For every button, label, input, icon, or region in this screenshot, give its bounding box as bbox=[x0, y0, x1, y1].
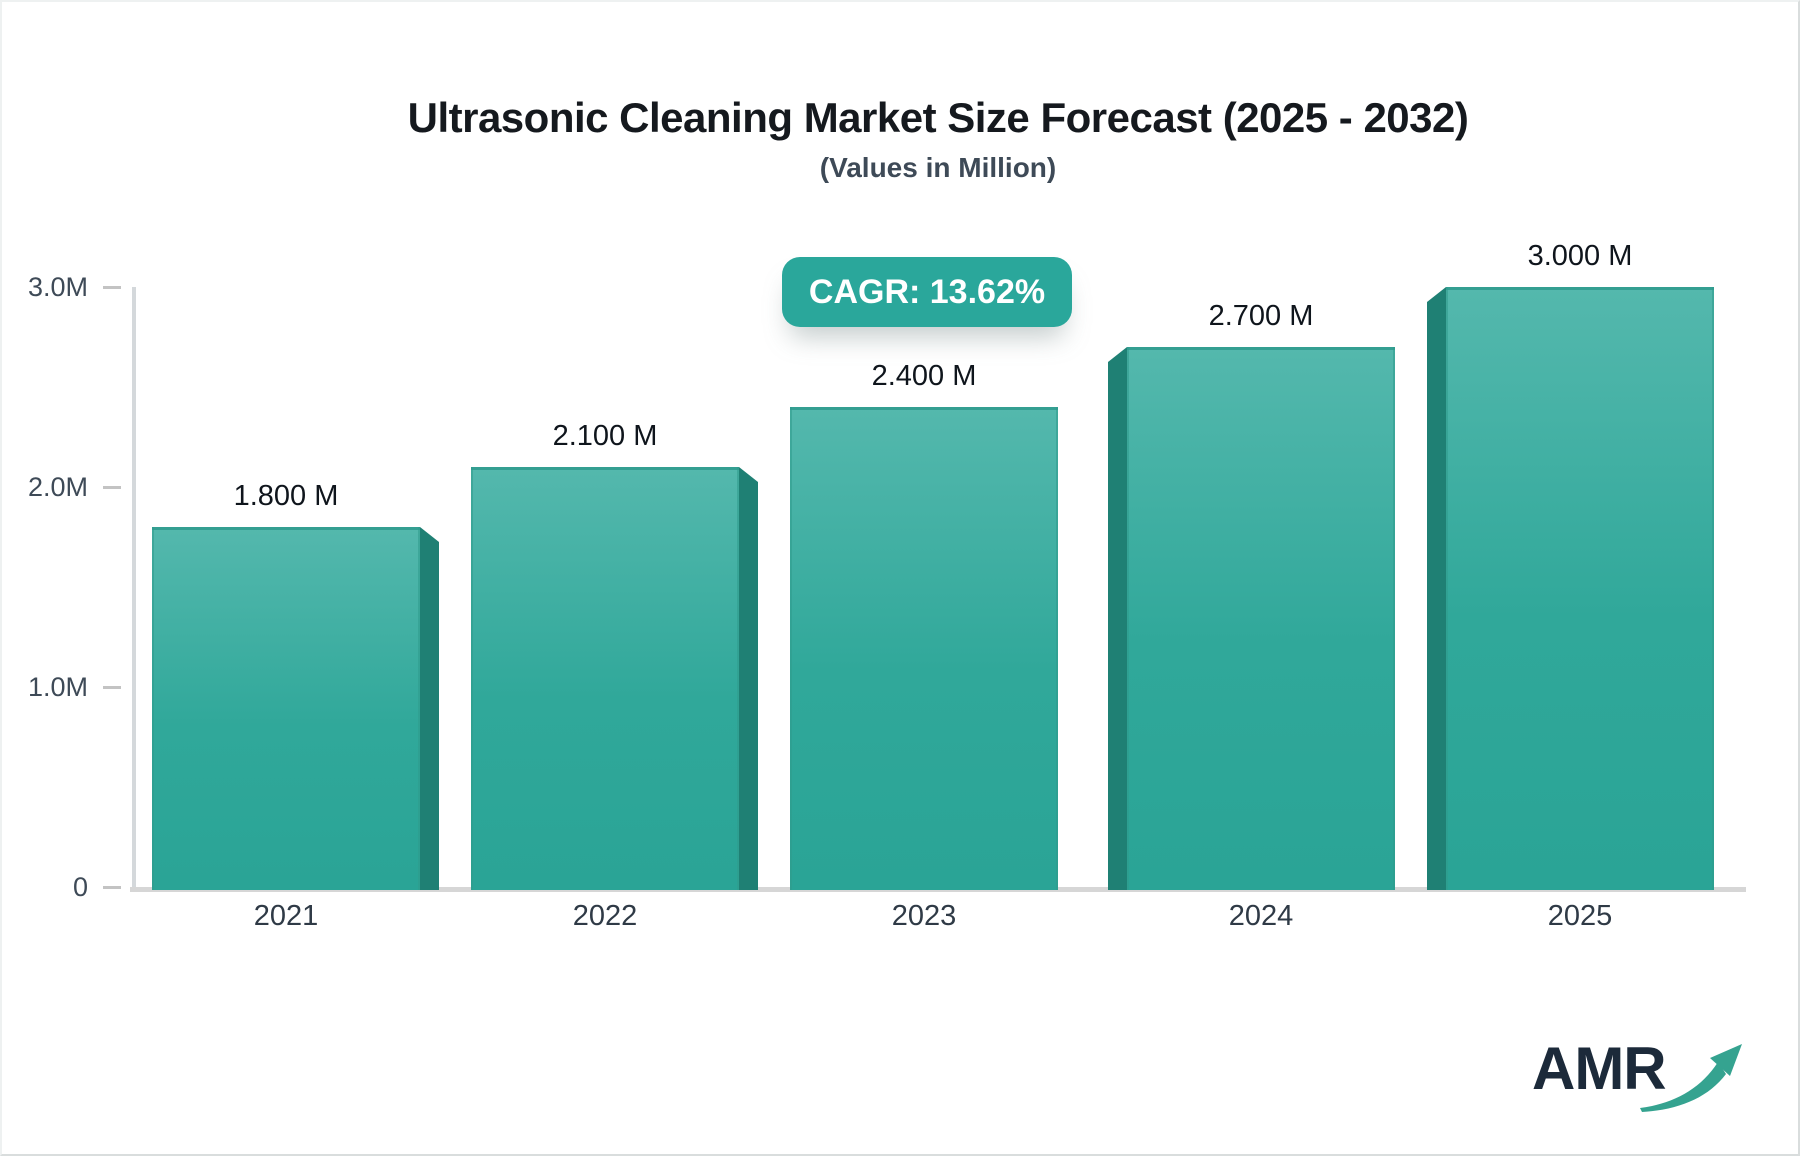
bar-face-2021 bbox=[152, 527, 420, 890]
bar-value-label: 2.100 M bbox=[552, 420, 658, 452]
chart-subtitle: (Values in Million) bbox=[819, 152, 1057, 183]
chart-title: Ultrasonic Cleaning Market Size Forecast… bbox=[407, 94, 1469, 141]
x-axis-label-2024: 2024 bbox=[1228, 900, 1294, 932]
y-tick bbox=[103, 886, 121, 889]
x-axis-label-2025: 2025 bbox=[1547, 900, 1613, 932]
bar-face-2024 bbox=[1127, 347, 1395, 890]
bar-value-label: 3.000 M bbox=[1527, 240, 1633, 272]
x-axis-label-2021: 2021 bbox=[253, 900, 319, 932]
bar-face-2025 bbox=[1446, 287, 1714, 890]
bar-face-2023 bbox=[790, 407, 1058, 890]
y-tick bbox=[103, 286, 121, 289]
bar-bevel-2025 bbox=[1427, 287, 1446, 890]
cagr-badge: CAGR: 13.62% bbox=[782, 257, 1072, 327]
growth-arrow-icon bbox=[1640, 1044, 1742, 1112]
y-tick-label: 3.0M bbox=[27, 272, 88, 302]
bar-bevel-2021 bbox=[420, 527, 439, 890]
bar-bevel-2024 bbox=[1108, 347, 1127, 890]
y-tick-label: 2.0M bbox=[27, 472, 88, 502]
y-tick-label: 1.0M bbox=[27, 672, 88, 702]
x-axis-label-2023: 2023 bbox=[891, 900, 957, 932]
bar-bevel-2022 bbox=[739, 467, 758, 890]
y-tick-label: 0 bbox=[72, 872, 88, 902]
bar-value-label: 2.700 M bbox=[1208, 300, 1314, 332]
x-axis-label-2022: 2022 bbox=[572, 900, 638, 932]
bar-face-2022 bbox=[471, 467, 739, 890]
bar-value-label: 1.800 M bbox=[233, 480, 339, 512]
y-axis-line bbox=[132, 287, 136, 889]
bar-value-label: 2.400 M bbox=[871, 360, 977, 392]
amr-logo: AMR bbox=[1532, 1034, 1762, 1124]
amr-logo-text: AMR bbox=[1532, 1035, 1667, 1102]
y-tick bbox=[103, 486, 121, 489]
y-tick bbox=[103, 686, 121, 689]
